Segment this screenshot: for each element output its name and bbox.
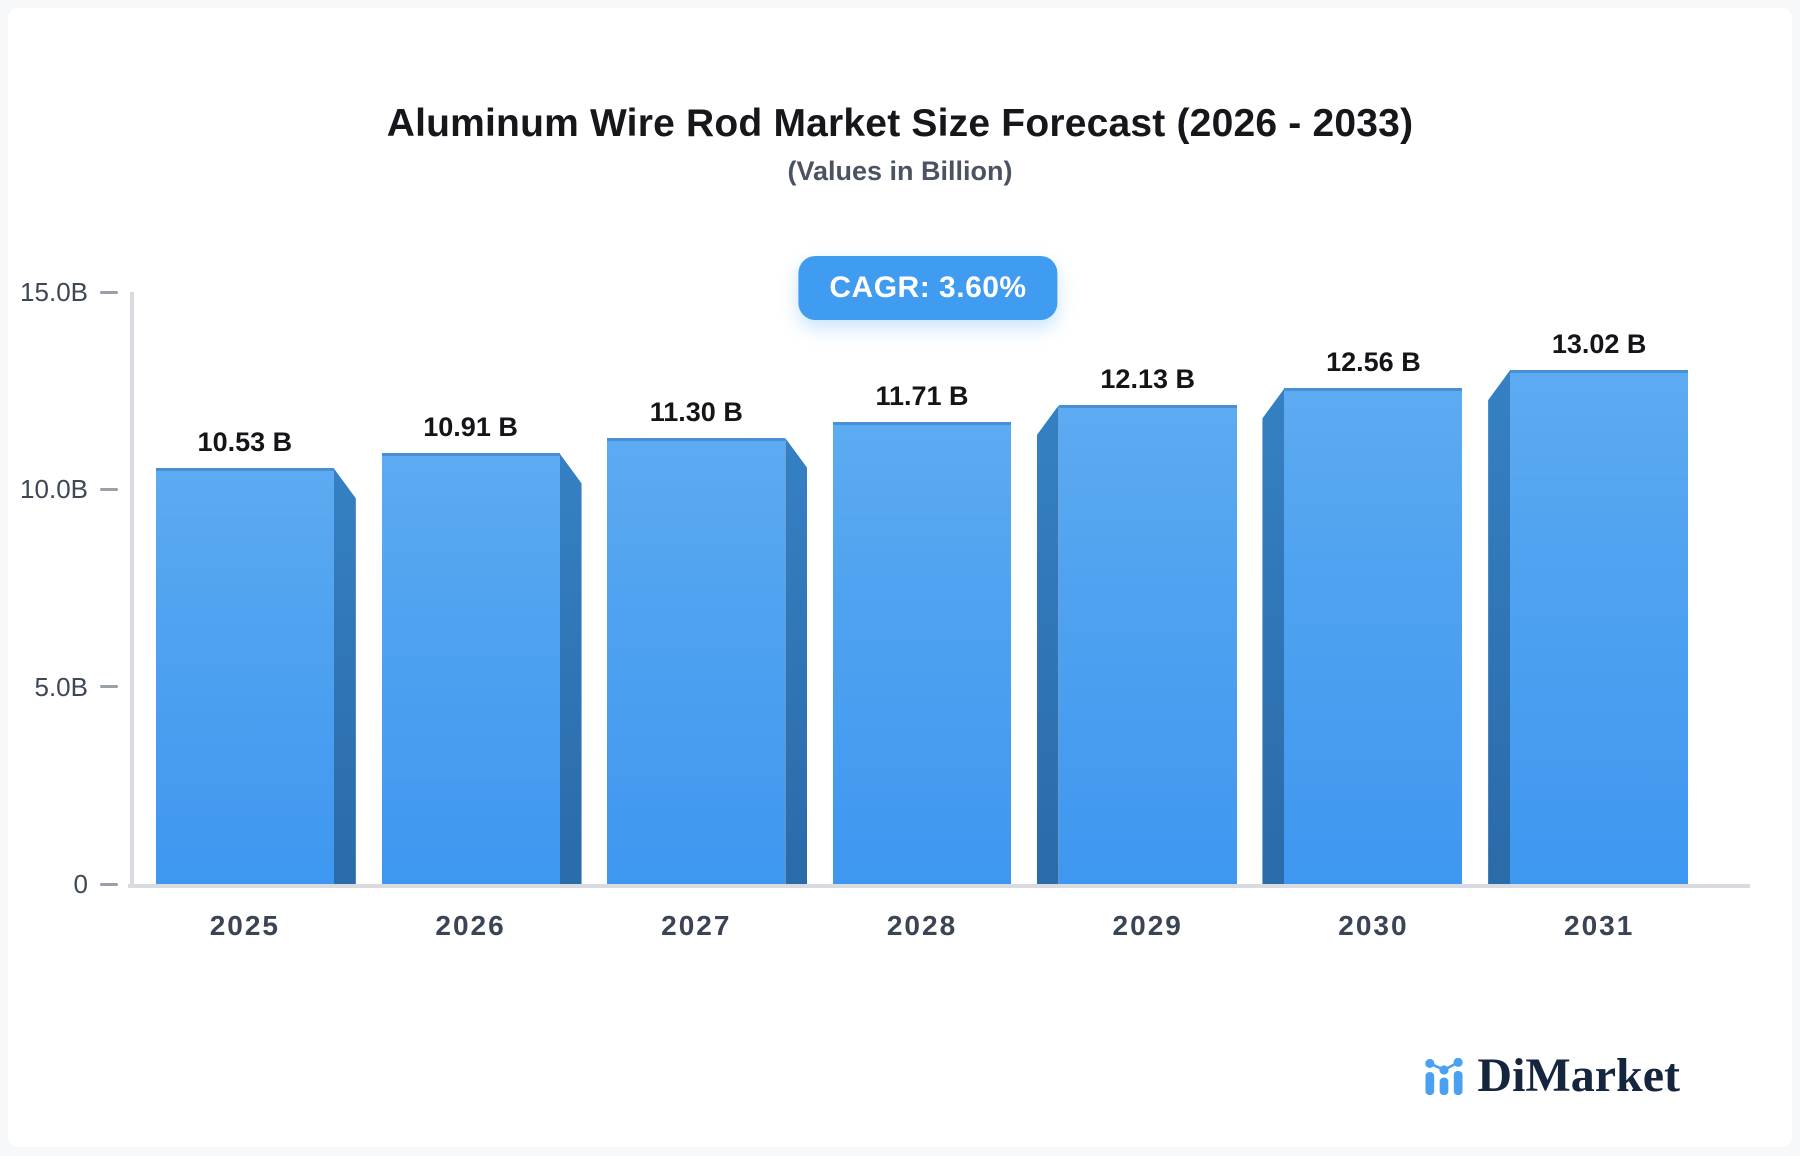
bar-2030 [1284, 388, 1463, 884]
x-axis-label-2028: 2028 [886, 910, 958, 941]
bar-side-face-2027 [785, 438, 808, 884]
bar-value-label: 11.30 B [649, 397, 743, 428]
bar-side-face-2029 [1036, 405, 1059, 884]
bar-2028 [833, 421, 1011, 884]
bar-value-label: 12.56 B [1326, 347, 1421, 378]
x-axis-label-2027: 2027 [661, 910, 732, 941]
bar-2025 [155, 468, 334, 884]
plot-area: 10.53 B 2025 10.91 B 2026 11.30 B 2027 11.71 B… [132, 292, 1744, 941]
bar-side-face-2025 [333, 468, 356, 884]
chart-subtitle: (Values in Billion) [787, 156, 1013, 186]
bar-value-label: 11.71 B [875, 380, 969, 411]
x-axis-label-2031: 2031 [1563, 910, 1635, 941]
y-axis-tick-label: 0 [73, 869, 88, 899]
bar-side-face-2026 [559, 453, 582, 884]
bar-value-label: 12.13 B [1100, 364, 1195, 395]
bar-2029 [1058, 405, 1237, 884]
bar-side-face-2030 [1262, 388, 1285, 884]
x-axis-label-2029: 2029 [1112, 910, 1183, 941]
dimarket-logo: DiMarket [1424, 1048, 1680, 1102]
bar-side-face-2031 [1488, 370, 1511, 884]
x-axis-label-2030: 2030 [1338, 910, 1409, 941]
y-axis-tick-label: 15.0B [20, 277, 88, 307]
bar-2031 [1510, 370, 1689, 884]
y-axis-tick-mark [100, 685, 118, 689]
dimarket-logo-text: DiMarket [1477, 1048, 1680, 1102]
bar-2026 [381, 453, 560, 884]
y-axis-tick-label: 10.0B [20, 474, 88, 505]
bar-2027 [607, 438, 786, 884]
dimarket-logo-icon [1425, 1058, 1464, 1095]
y-axis-tick-label: 5.0B [34, 671, 89, 702]
x-axis-label-2025: 2025 [209, 910, 280, 941]
y-axis-line [130, 292, 134, 888]
cagr-badge: CAGR: 3.60% [798, 256, 1058, 320]
x-axis-line [128, 884, 1750, 888]
y-axis-tick-mark [100, 882, 118, 886]
y-axis-tick-mark [100, 487, 118, 491]
bar-value-label: 10.53 B [197, 427, 293, 458]
y-axis: 15.0B 10.0B 5.0B 0 [8, 277, 132, 899]
chart-card: Aluminum Wire Rod Market Size Forecast (… [8, 8, 1792, 1147]
bar-value-label: 13.02 B [1551, 329, 1647, 360]
y-axis-tick-mark [100, 290, 118, 294]
bar-value-label: 10.91 B [423, 412, 518, 443]
chart-title: Aluminum Wire Rod Market Size Forecast (… [386, 102, 1414, 145]
x-axis-label-2026: 2026 [435, 910, 506, 941]
